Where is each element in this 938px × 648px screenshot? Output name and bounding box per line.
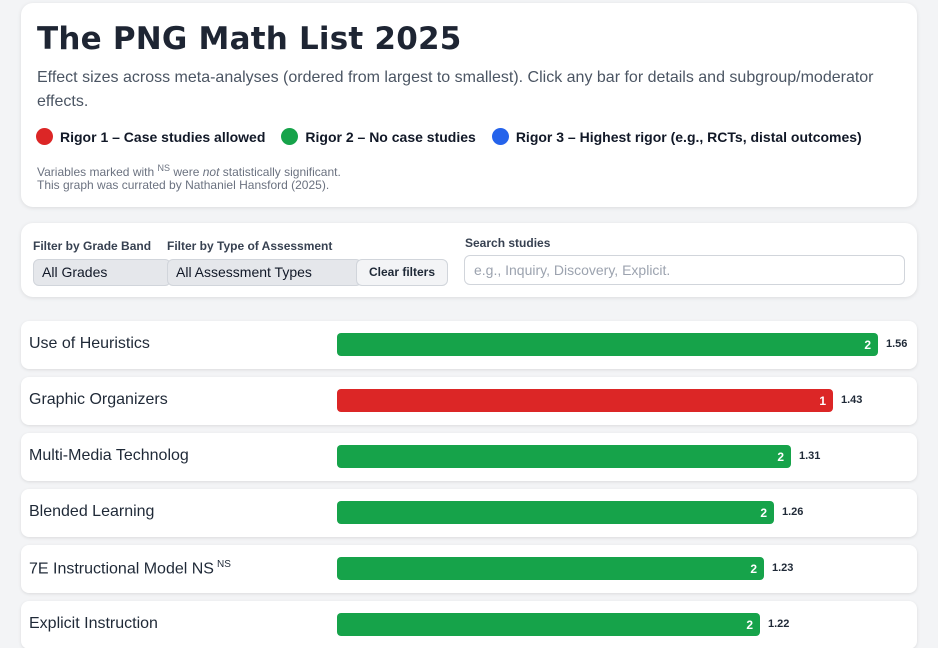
- bar-rigor-label: 2: [864, 338, 871, 352]
- bar-label: Explicit Instruction: [29, 615, 158, 633]
- search-label: Search studies: [465, 236, 551, 250]
- bar-value-label: 1.43: [841, 394, 863, 406]
- ns-marker: NS: [216, 559, 231, 570]
- bar-row[interactable]: Explicit Instruction 2 1.22: [21, 601, 917, 648]
- bar[interactable]: 2: [337, 557, 764, 580]
- grade-filter-label: Filter by Grade Band: [33, 239, 152, 253]
- bar-label-text: Blended Learning: [29, 503, 155, 520]
- page-title: The PNG Math List 2025: [37, 21, 462, 57]
- search-input[interactable]: [464, 255, 905, 285]
- bar-label-text: Graphic Organizers: [29, 391, 168, 408]
- bar-rigor-label: 1: [819, 394, 826, 408]
- bar-label-text: Use of Heuristics: [29, 335, 150, 352]
- bar[interactable]: 2: [337, 613, 760, 636]
- bar[interactable]: 2: [337, 501, 774, 524]
- bar-label: Graphic Organizers: [29, 391, 168, 409]
- ns-note-not: not: [202, 165, 220, 179]
- legend-label: Rigor 3 – Highest rigor (e.g., RCTs, dis…: [515, 128, 862, 145]
- green-dot-icon: [281, 128, 299, 145]
- bar-value-label: 1.22: [768, 618, 790, 630]
- legend-label: Rigor 2 – No case studies: [305, 128, 476, 145]
- clear-filters-button[interactable]: Clear filters: [356, 259, 448, 286]
- assessment-filter-label: Filter by Type of Assessment: [167, 239, 333, 253]
- bar-rigor-label: 2: [777, 450, 784, 464]
- bar-row[interactable]: Graphic Organizers 1 1.43: [21, 377, 917, 425]
- bar-rigor-label: 2: [760, 506, 767, 520]
- bar-label: Multi-Media Technolog: [29, 447, 189, 465]
- bar-value-label: 1.31: [799, 450, 821, 462]
- bar-label-text: Explicit Instruction: [29, 615, 158, 632]
- bar-rigor-label: 2: [750, 562, 757, 576]
- bar[interactable]: 2: [337, 333, 878, 356]
- bar-row[interactable]: Blended Learning 2 1.26: [21, 489, 917, 537]
- blue-dot-icon: [491, 128, 509, 145]
- page-subtitle: Effect sizes across meta-analyses (order…: [37, 69, 874, 110]
- bar-row[interactable]: Multi-Media Technolog 2 1.31: [21, 433, 917, 481]
- ns-marker: NS: [157, 163, 171, 173]
- bar-value-label: 1.56: [886, 338, 908, 350]
- assessment-type-select[interactable]: All Assessment Types: [167, 259, 362, 286]
- bar-rigor-label: 2: [746, 618, 753, 632]
- ns-note-were: were: [173, 165, 200, 179]
- bar-row[interactable]: 7E Instructional Model NS NS 2 1.23: [21, 545, 917, 593]
- grade-band-select[interactable]: All Grades: [33, 259, 171, 286]
- bar[interactable]: 1: [337, 389, 833, 412]
- red-dot-icon: [36, 128, 53, 145]
- ns-note: Variables marked with NS were not statis…: [37, 160, 341, 180]
- bar-label-text: Multi-Media Technolog: [29, 447, 189, 464]
- bar-label-text: 7E Instructional Model NS: [29, 560, 214, 578]
- bar-label: 7E Instructional Model NS NS: [29, 559, 231, 578]
- filter-panel: Filter by Grade Band All Grades Filter b…: [21, 223, 917, 297]
- legend-item-rigor-3: Rigor 3 – Highest rigor (e.g., RCTs, dis…: [491, 128, 862, 145]
- ns-note-suffix: statistically significant.: [222, 165, 341, 179]
- bar-label: Blended Learning: [29, 503, 154, 521]
- bar-row[interactable]: Use of Heuristics 2 1.56: [21, 321, 917, 369]
- legend-item-rigor-1: Rigor 1 – Case studies allowed: [36, 128, 265, 145]
- bar-value-label: 1.26: [782, 506, 804, 518]
- header-card: The PNG Math List 2025 Effect sizes acro…: [21, 3, 917, 207]
- rigor-legend: Rigor 1 – Case studies allowed Rigor 2 –…: [36, 128, 878, 145]
- ns-note-prefix: Variables marked with: [37, 165, 155, 179]
- bar[interactable]: 2: [337, 445, 791, 468]
- legend-label: Rigor 1 – Case studies allowed: [60, 128, 266, 145]
- bar-label: Use of Heuristics: [29, 335, 150, 353]
- legend-item-rigor-2: Rigor 2 – No case studies: [281, 128, 476, 145]
- curator-note: This graph was currated by Nathaniel Han…: [37, 178, 330, 192]
- bar-value-label: 1.23: [772, 562, 794, 574]
